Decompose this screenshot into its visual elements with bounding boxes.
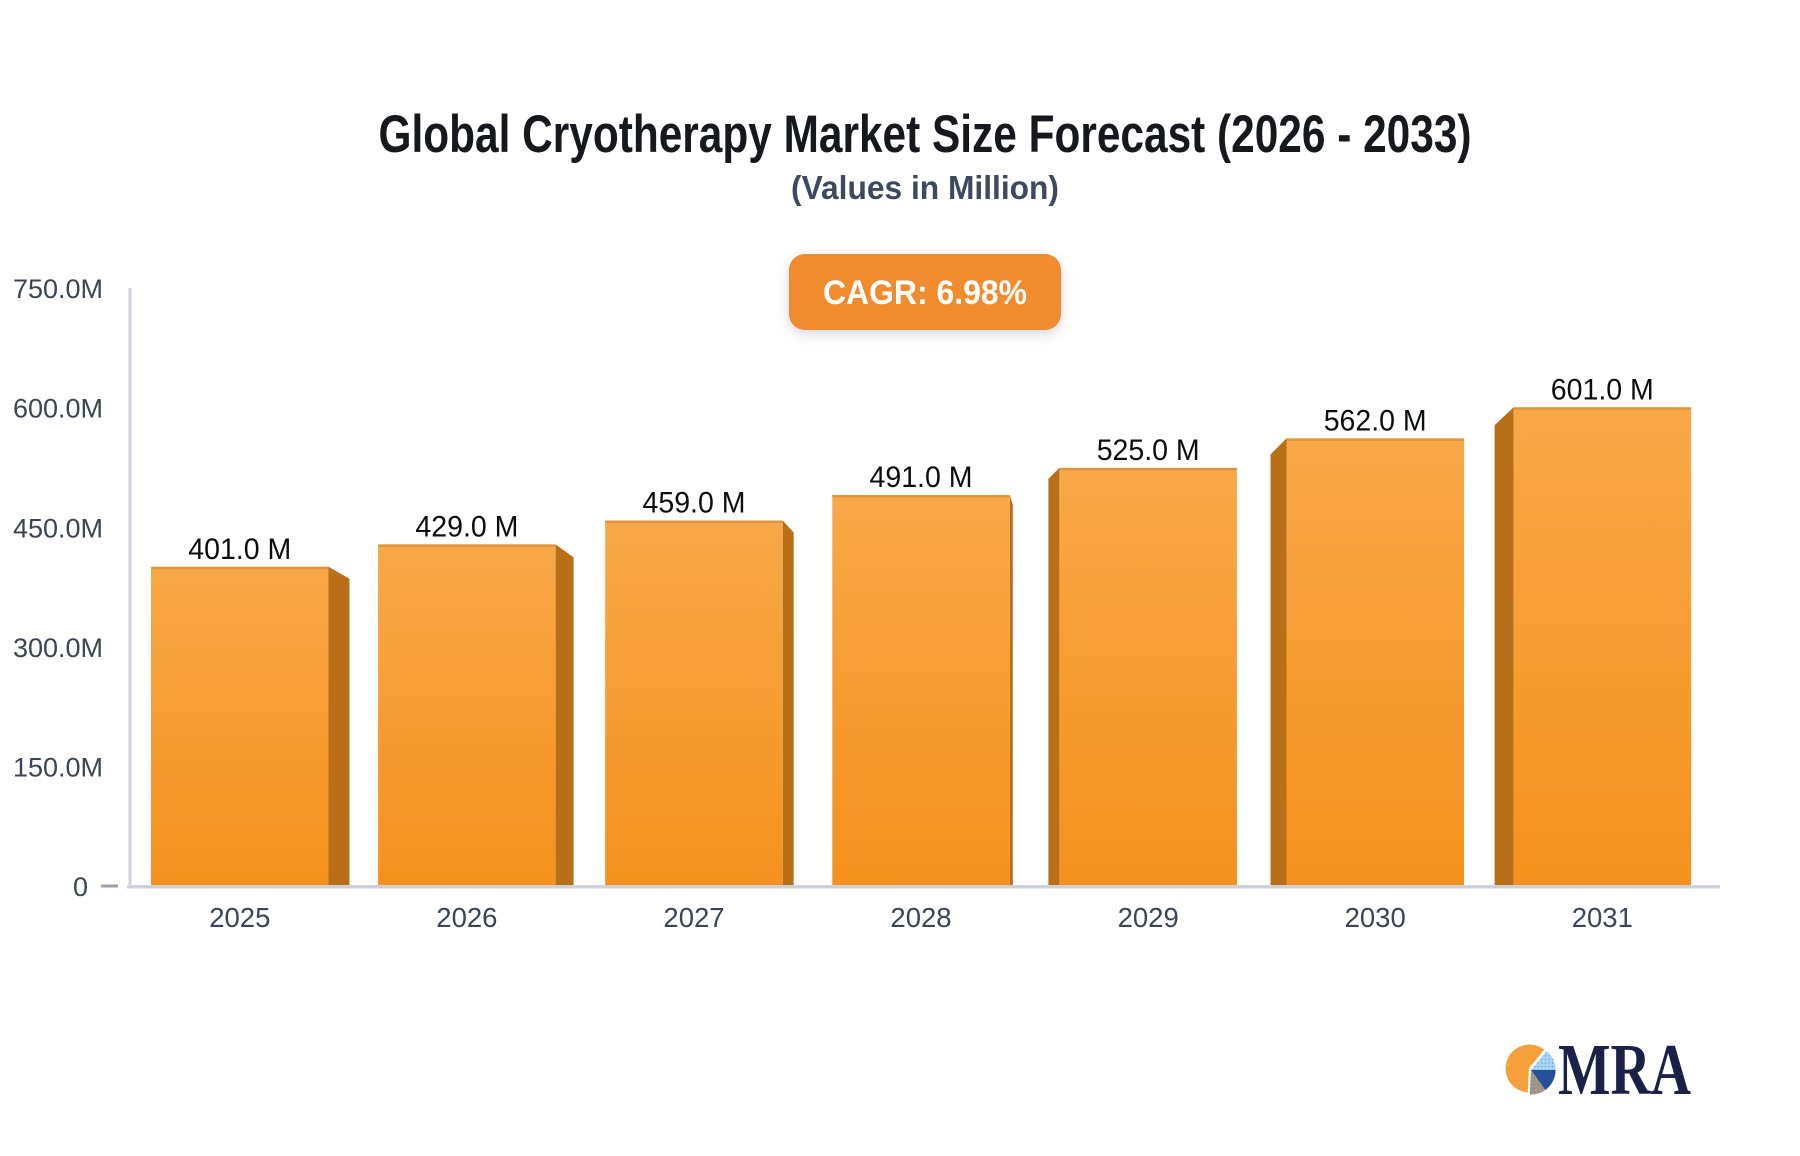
svg-text:150.0M: 150.0M [13, 753, 103, 783]
svg-text:0: 0 [73, 872, 88, 902]
svg-text:459.0 M: 459.0 M [643, 487, 746, 520]
svg-text:2030: 2030 [1345, 902, 1406, 933]
svg-text:2029: 2029 [1118, 902, 1179, 933]
svg-text:2031: 2031 [1572, 902, 1633, 933]
svg-text:491.0 M: 491.0 M [870, 461, 973, 494]
svg-text:601.0 M: 601.0 M [1551, 373, 1654, 406]
svg-text:2027: 2027 [663, 902, 724, 933]
svg-text:MRA: MRA [1558, 1029, 1691, 1110]
svg-text:401.0 M: 401.0 M [188, 533, 291, 566]
svg-text:Global Cryotherapy Market Size: Global Cryotherapy Market Size Forecast … [379, 105, 1472, 164]
svg-text:300.0M: 300.0M [13, 633, 103, 663]
svg-text:600.0M: 600.0M [13, 394, 103, 424]
svg-text:562.0 M: 562.0 M [1324, 404, 1427, 437]
svg-text:2028: 2028 [890, 902, 951, 933]
svg-text:525.0 M: 525.0 M [1097, 434, 1200, 467]
svg-text:750.0M: 750.0M [13, 274, 103, 304]
svg-text:2025: 2025 [209, 902, 270, 933]
svg-text:450.0M: 450.0M [13, 513, 103, 543]
svg-text:2026: 2026 [436, 902, 497, 933]
svg-text:429.0 M: 429.0 M [415, 510, 518, 543]
svg-text:CAGR: 6.98%: CAGR: 6.98% [823, 274, 1027, 312]
svg-text:(Values in Million): (Values in Million) [791, 169, 1059, 206]
